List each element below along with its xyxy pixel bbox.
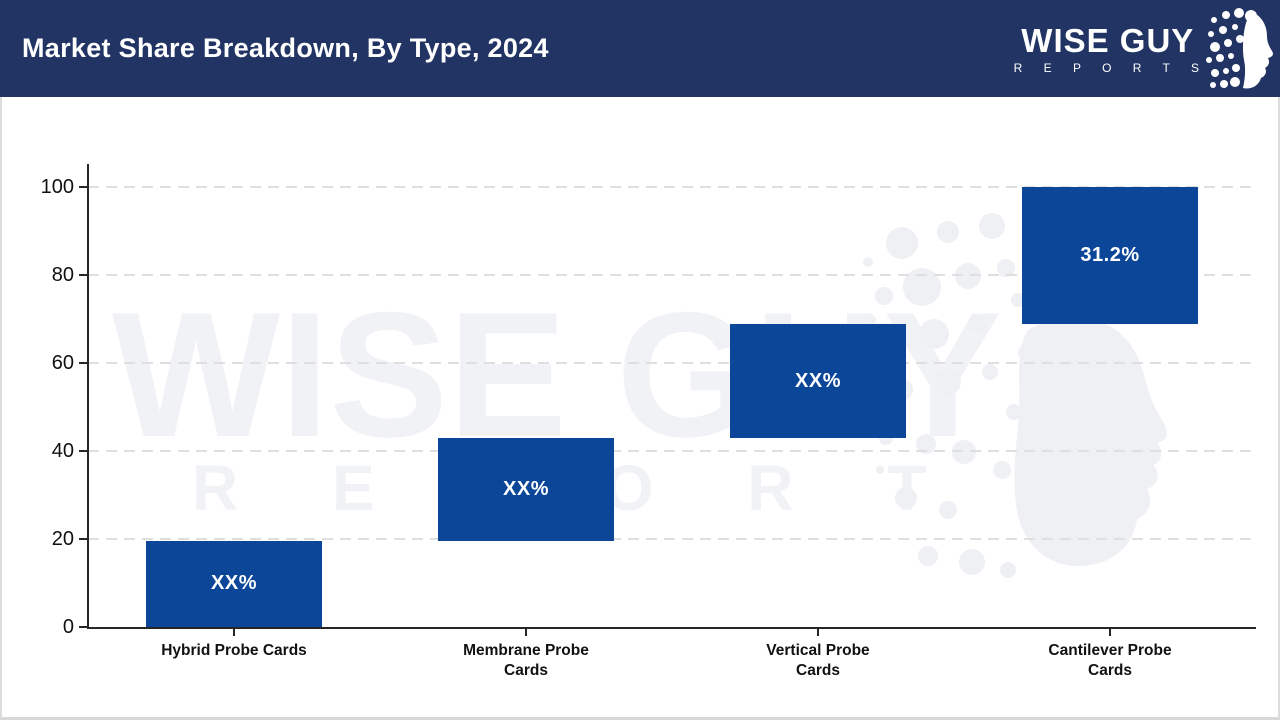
grid-line bbox=[88, 450, 1256, 452]
bar-3: XX% bbox=[730, 324, 906, 438]
x-category-label: Hybrid Probe Cards bbox=[161, 642, 307, 659]
brand-logo-text: WISE GUY R E P O R T S bbox=[1008, 22, 1208, 76]
y-tick-mark bbox=[79, 362, 87, 364]
page-title: Market Share Breakdown, By Type, 2024 bbox=[22, 33, 549, 63]
y-tick-label: 100 bbox=[40, 176, 74, 198]
x-axis-line bbox=[87, 627, 1256, 629]
x-tick-mark bbox=[233, 629, 235, 636]
y-tick-mark bbox=[79, 450, 87, 452]
brand-name: WISE GUY bbox=[1021, 22, 1195, 59]
y-tick-mark bbox=[79, 626, 87, 628]
header: Market Share Breakdown, By Type, 2024 WI… bbox=[0, 0, 1280, 97]
grid-line bbox=[88, 186, 1256, 188]
y-tick-label: 60 bbox=[51, 352, 74, 374]
bar-value-label: XX% bbox=[211, 572, 257, 595]
brand-logo: WISE GUY R E P O R T S bbox=[1008, 7, 1280, 93]
wiseguy-face-icon bbox=[1206, 7, 1273, 88]
x-category-label: Vertical Probe Cards bbox=[766, 642, 870, 679]
grid-line bbox=[88, 538, 1256, 540]
bar-value-label: XX% bbox=[503, 477, 549, 500]
brand-tagline: R E P O R T S bbox=[1013, 61, 1208, 75]
y-tick-label: 20 bbox=[51, 528, 74, 550]
grid-line bbox=[88, 362, 1256, 364]
y-axis-line bbox=[87, 164, 89, 629]
bar-1: XX% bbox=[146, 540, 322, 627]
x-tick-mark bbox=[525, 629, 527, 636]
x-category-label: Cantilever Probe Cards bbox=[1048, 642, 1172, 679]
grid-line bbox=[88, 274, 1256, 276]
bar-2: XX% bbox=[438, 437, 614, 541]
bar-value-label: XX% bbox=[795, 369, 841, 392]
y-tick-label: 0 bbox=[62, 616, 74, 638]
y-tick-label: 40 bbox=[51, 440, 74, 462]
bar-value-label: 31.2% bbox=[1080, 244, 1140, 267]
y-tick-mark bbox=[79, 274, 87, 276]
y-tick-label: 80 bbox=[51, 264, 74, 286]
x-category-label: Membrane Probe Cards bbox=[463, 642, 589, 679]
x-tick-mark bbox=[1109, 629, 1111, 636]
y-tick-mark bbox=[79, 538, 87, 540]
bar-4: 31.2% bbox=[1022, 187, 1198, 325]
x-tick-mark bbox=[817, 629, 819, 636]
y-tick-mark bbox=[79, 186, 87, 188]
